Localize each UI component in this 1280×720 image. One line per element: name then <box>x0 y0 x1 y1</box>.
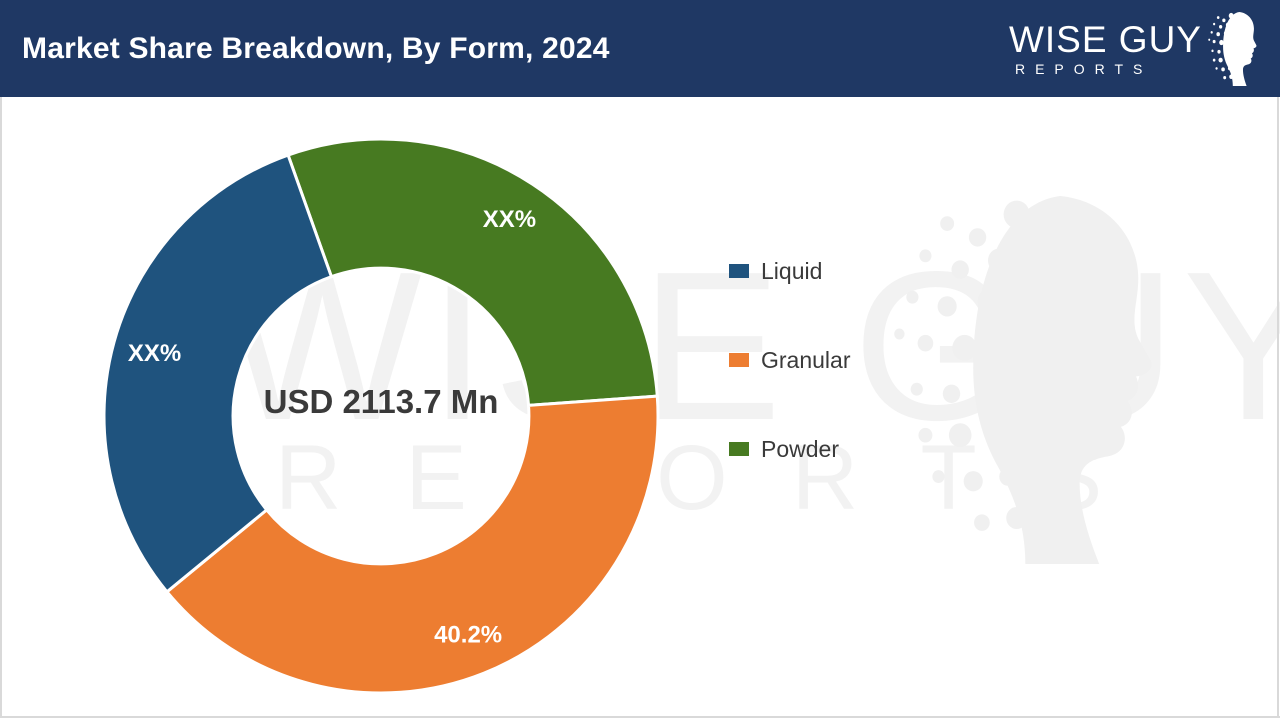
slice-value-label-granular: 40.2% <box>434 621 502 648</box>
header-bar: Market Share Breakdown, By Form, 2024 WI… <box>0 0 1280 97</box>
frame-right-line <box>1277 97 1279 716</box>
legend-label-powder: Powder <box>761 435 839 462</box>
legend-swatch-powder <box>729 442 749 456</box>
chart-legend: Liquid Granular Powder <box>729 257 850 463</box>
frame-left-line <box>0 97 2 716</box>
donut-segment-liquid <box>102 153 333 594</box>
slice-value-label-liquid: XX% <box>128 340 181 367</box>
logo-face-icon <box>1208 11 1257 86</box>
donut-segment-granular <box>165 394 660 695</box>
logo-wordmark: WISE GUY REPORTS <box>1009 21 1202 77</box>
legend-item-granular: Granular <box>729 346 850 374</box>
wise-guy-logo: WISE GUY REPORTS <box>1009 11 1258 86</box>
legend-item-powder: Powder <box>729 435 850 463</box>
chart-center-value: USD 2113.7 Mn <box>263 383 499 420</box>
frame-bottom-line <box>0 716 1280 718</box>
slice-value-label-powder: XX% <box>483 206 536 233</box>
donut-chart: XX% 40.2% XX% <box>102 137 660 695</box>
logo-wordmark-line2: REPORTS <box>1014 60 1153 77</box>
legend-swatch-granular <box>729 353 749 367</box>
page-title: Market Share Breakdown, By Form, 2024 <box>22 31 610 65</box>
donut-segment-powder <box>286 137 659 407</box>
legend-item-liquid: Liquid <box>729 257 850 285</box>
legend-swatch-liquid <box>729 264 749 278</box>
legend-label-granular: Granular <box>761 346 851 373</box>
legend-label-liquid: Liquid <box>761 257 823 284</box>
watermark-face-icon <box>894 196 1152 564</box>
logo-wordmark-line1: WISE GUY <box>1008 18 1202 60</box>
